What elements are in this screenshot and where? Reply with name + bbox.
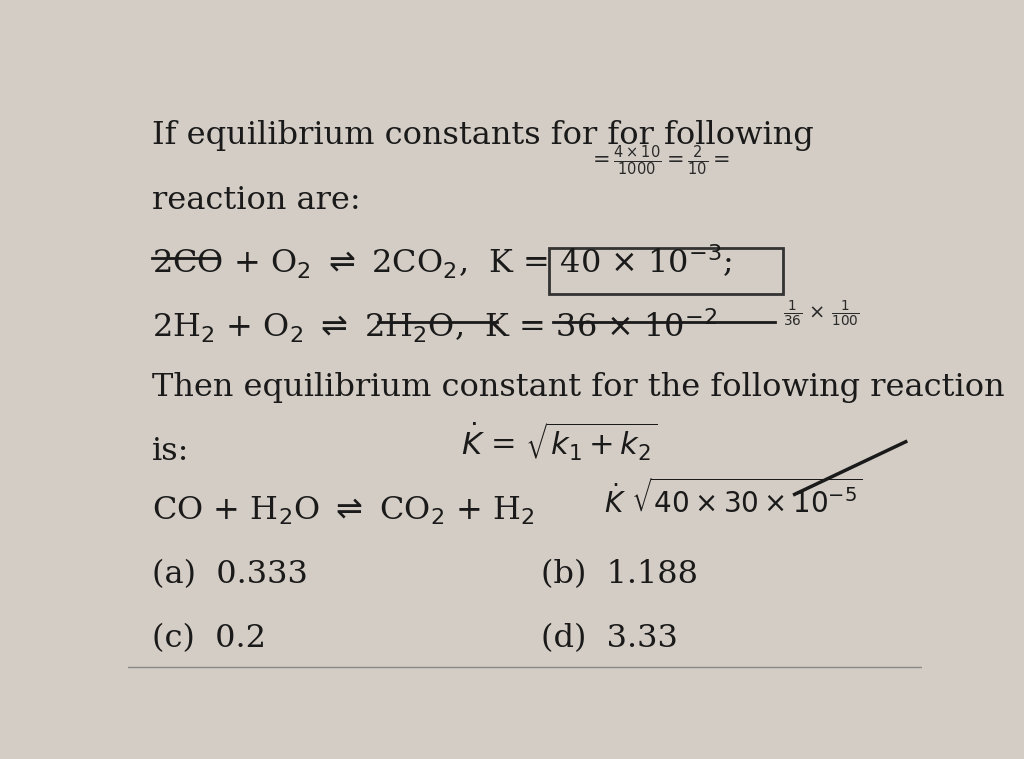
Text: is:: is: <box>152 436 189 467</box>
Text: (b)  1.188: (b) 1.188 <box>541 559 697 590</box>
Text: (d)  3.33: (d) 3.33 <box>541 623 678 654</box>
Text: Then equilibrium constant for the following reaction: Then equilibrium constant for the follow… <box>152 372 1005 402</box>
Text: CO + H$_2$O $\rightleftharpoons$ CO$_2$ + H$_2$: CO + H$_2$O $\rightleftharpoons$ CO$_2$ … <box>152 494 535 527</box>
Text: (a)  0.333: (a) 0.333 <box>152 559 307 590</box>
Text: $\dot{K}$ $\sqrt{40 \times 30 \times 10^{-5}}$: $\dot{K}$ $\sqrt{40 \times 30 \times 10^… <box>604 480 863 519</box>
Text: $\dot{K}$ = $\sqrt{k_1 + k_2}$: $\dot{K}$ = $\sqrt{k_1 + k_2}$ <box>461 421 658 464</box>
Text: 2H$_2$ + O$_2$ $\rightleftharpoons$ 2H$_2$O,  K = 36 $\times$ 10$^{-2}$: 2H$_2$ + O$_2$ $\rightleftharpoons$ 2H$_… <box>152 307 717 345</box>
Text: If equilibrium constants for for following: If equilibrium constants for for followi… <box>152 120 813 151</box>
Text: $\frac{1}{36}$ $\times$ $\frac{1}{100}$: $\frac{1}{36}$ $\times$ $\frac{1}{100}$ <box>782 298 859 329</box>
Text: 2CO + O$_2$ $\rightleftharpoons$ 2CO$_2$,  K = 40 $\times$ 10$^{-3}$;: 2CO + O$_2$ $\rightleftharpoons$ 2CO$_2$… <box>152 243 732 281</box>
Text: (c)  0.2: (c) 0.2 <box>152 623 266 654</box>
Text: $= \frac{4 \times 10}{1000} = \frac{2}{10} =$: $= \frac{4 \times 10}{1000} = \frac{2}{1… <box>588 143 730 178</box>
Text: reaction are:: reaction are: <box>152 184 360 216</box>
